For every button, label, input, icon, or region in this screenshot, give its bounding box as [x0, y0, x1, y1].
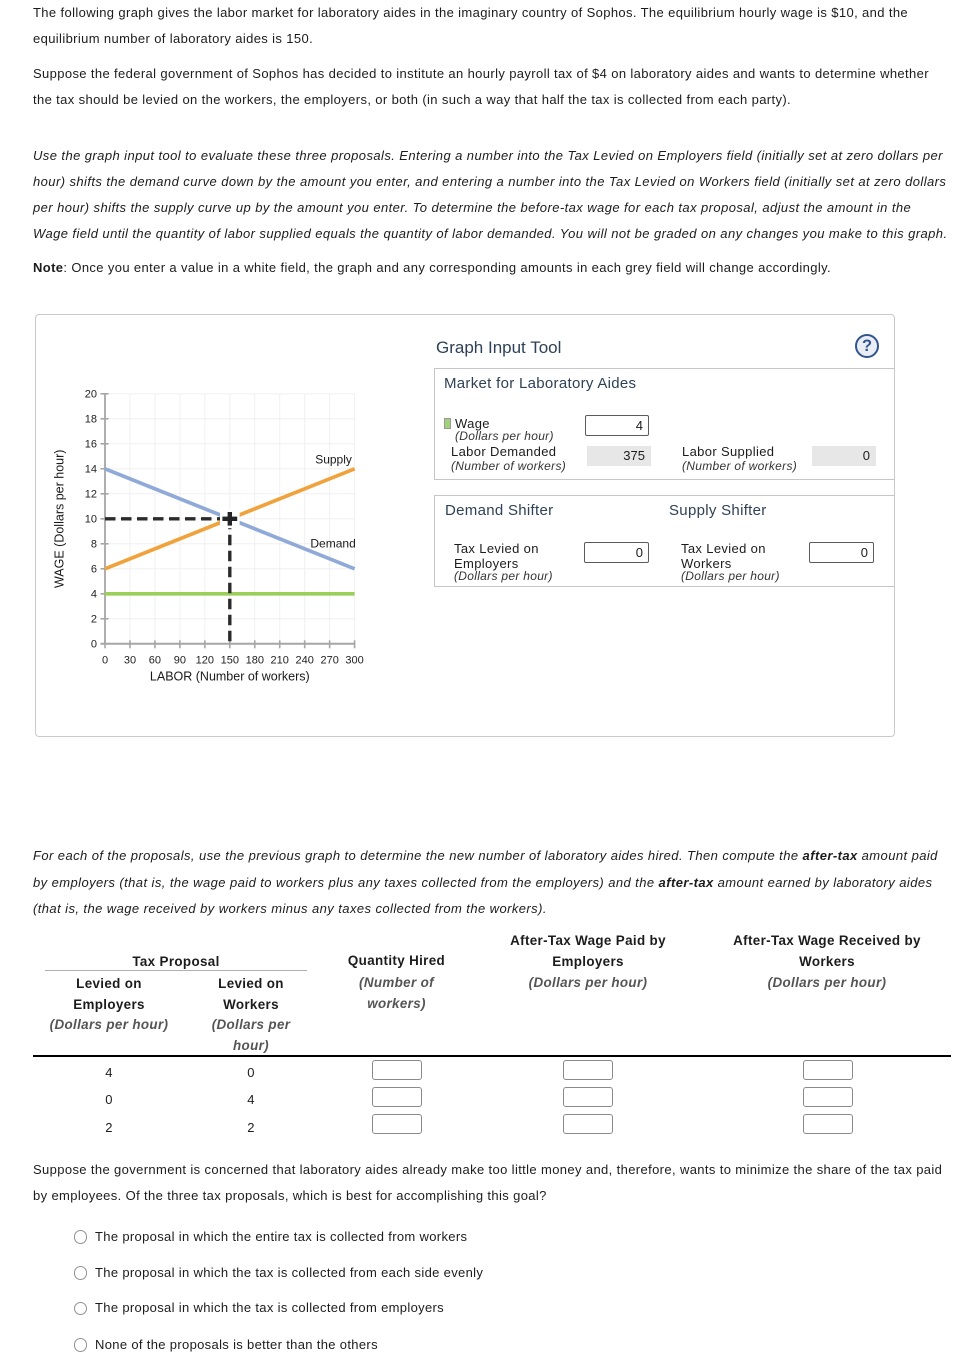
- svg-text:4: 4: [91, 589, 97, 601]
- svg-text:180: 180: [246, 655, 264, 667]
- svg-text:300: 300: [345, 655, 363, 667]
- svg-text:14: 14: [85, 464, 97, 476]
- svg-text:LABOR (Number of workers): LABOR (Number of workers): [150, 669, 310, 683]
- svg-text:8: 8: [91, 539, 97, 551]
- svg-text:18: 18: [85, 414, 97, 426]
- svg-text:2: 2: [91, 614, 97, 626]
- svg-text:270: 270: [320, 655, 338, 667]
- svg-text:0: 0: [91, 639, 97, 651]
- svg-text:6: 6: [91, 564, 97, 576]
- svg-text:0: 0: [102, 655, 108, 667]
- svg-text:Supply: Supply: [315, 453, 352, 467]
- svg-text:12: 12: [85, 489, 97, 501]
- svg-text:240: 240: [296, 655, 314, 667]
- svg-text:120: 120: [196, 655, 214, 667]
- svg-text:20: 20: [85, 389, 97, 401]
- svg-text:30: 30: [124, 655, 136, 667]
- svg-text:210: 210: [271, 655, 289, 667]
- svg-text:Demand: Demand: [310, 537, 355, 551]
- svg-text:10: 10: [85, 514, 97, 526]
- svg-text:WAGE (Dollars per hour): WAGE (Dollars per hour): [53, 450, 67, 588]
- svg-text:90: 90: [174, 655, 186, 667]
- svg-text:150: 150: [221, 655, 239, 667]
- svg-text:16: 16: [85, 439, 97, 451]
- svg-text:60: 60: [149, 655, 161, 667]
